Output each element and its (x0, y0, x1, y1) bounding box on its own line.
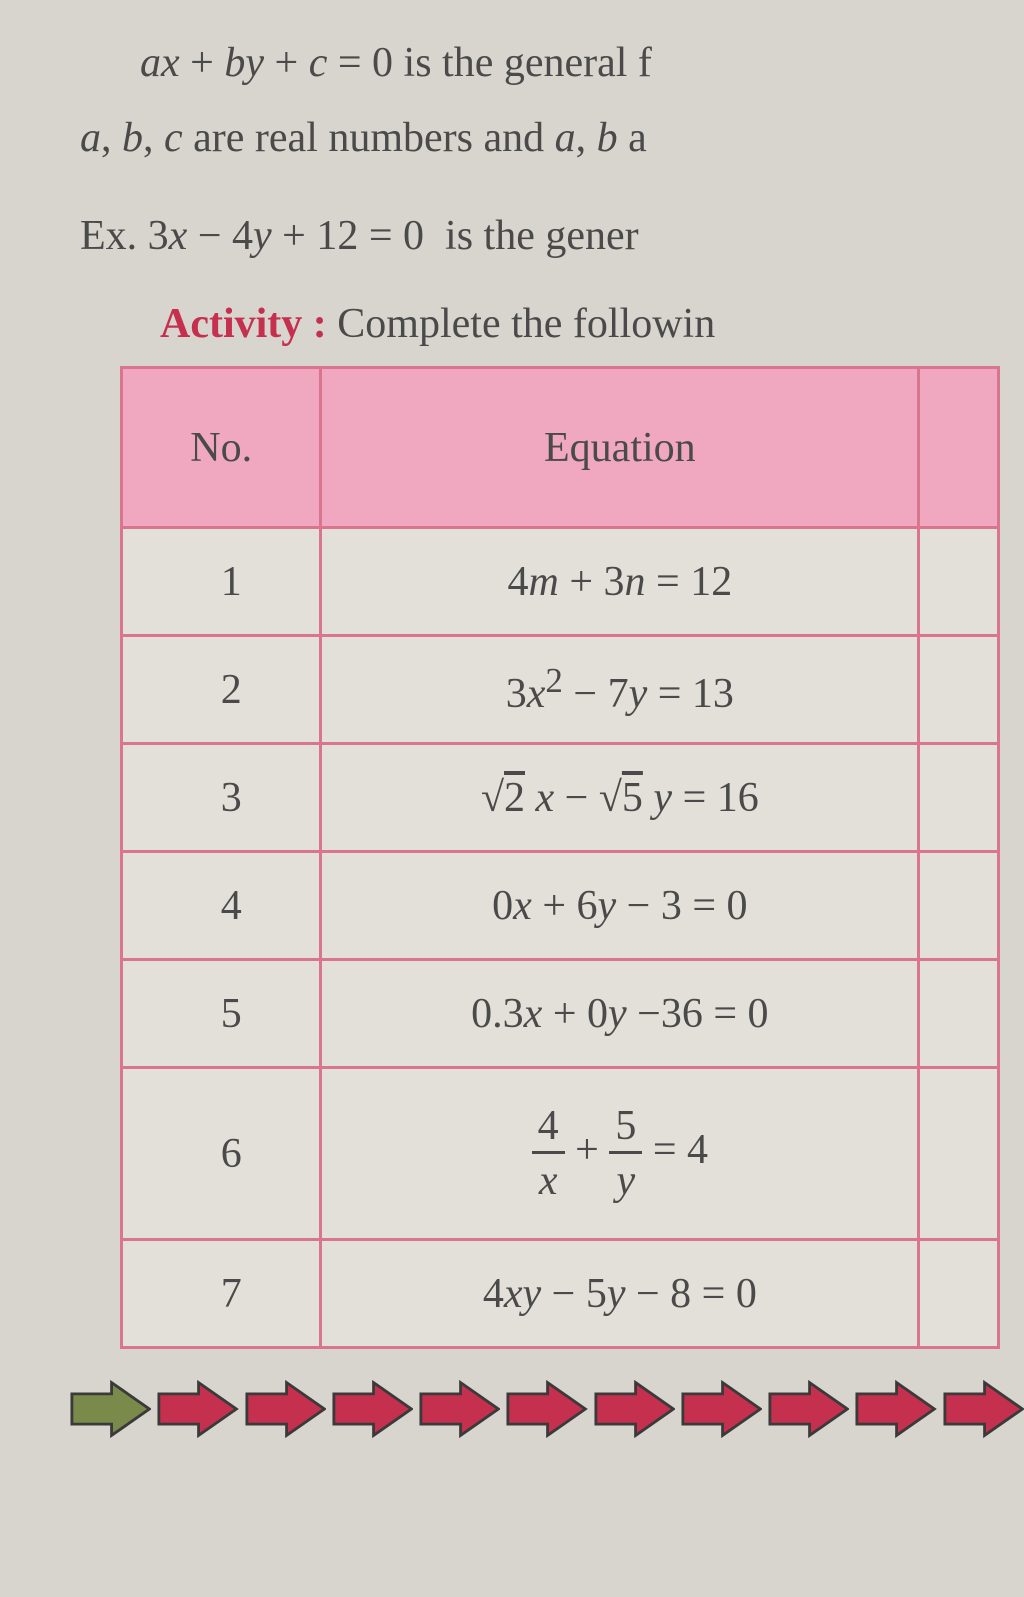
col-header-no: No. (122, 368, 321, 528)
cell-no: 3 (122, 744, 321, 852)
activity-label: Activity : (160, 301, 327, 347)
cell-no: 5 (122, 960, 321, 1068)
table-row: 23x2 − 7y = 13 (122, 636, 999, 744)
arrow-icon (855, 1379, 936, 1439)
table-row: 50.3x + 0y −36 = 0 (122, 960, 999, 1068)
cell-equation: 4m + 3n = 12 (321, 528, 919, 636)
arrow-icon (419, 1379, 500, 1439)
cell-equation: √2 x − √5 y = 16 (321, 744, 919, 852)
table-row: 40x + 6y − 3 = 0 (122, 852, 999, 960)
example-line: Ex. 3x − 4y + 12 = 0 is the gener (80, 212, 1024, 260)
cell-blank (919, 528, 999, 636)
col-header-equation: Equation (321, 368, 919, 528)
intro-line-1: ax + by + c = 0 is the general f (140, 30, 1024, 97)
table-row: 74xy − 5y − 8 = 0 (122, 1240, 999, 1348)
table-row: 64x + 5y = 4 (122, 1068, 999, 1240)
cell-blank (919, 1240, 999, 1348)
cell-equation: 0.3x + 0y −36 = 0 (321, 960, 919, 1068)
cell-blank (919, 960, 999, 1068)
cell-equation: 4x + 5y = 4 (321, 1068, 919, 1240)
arrow-icon (506, 1379, 587, 1439)
arrow-icon (943, 1379, 1024, 1439)
intro-line-2: a, b, c are real numbers and a, b a (80, 105, 1024, 172)
cell-equation: 3x2 − 7y = 13 (321, 636, 919, 744)
decorative-arrow-strip (70, 1379, 1024, 1439)
cell-equation: 0x + 6y − 3 = 0 (321, 852, 919, 960)
col-header-blank (919, 368, 999, 528)
table-header-row: No. Equation (122, 368, 999, 528)
equations-table: No. Equation 14m + 3n = 1223x2 − 7y = 13… (120, 366, 1000, 1349)
arrow-icon (681, 1379, 762, 1439)
cell-no: 2 (122, 636, 321, 744)
table-row: 3√2 x − √5 y = 16 (122, 744, 999, 852)
arrow-icon (70, 1379, 151, 1439)
cell-blank (919, 852, 999, 960)
activity-text: Complete the followin (327, 301, 715, 347)
cell-no: 6 (122, 1068, 321, 1240)
arrow-icon (245, 1379, 326, 1439)
cell-blank (919, 1068, 999, 1240)
arrow-icon (594, 1379, 675, 1439)
cell-no: 1 (122, 528, 321, 636)
cell-blank (919, 744, 999, 852)
cell-no: 4 (122, 852, 321, 960)
arrow-icon (332, 1379, 413, 1439)
cell-blank (919, 636, 999, 744)
cell-no: 7 (122, 1240, 321, 1348)
table-row: 14m + 3n = 12 (122, 528, 999, 636)
arrow-icon (157, 1379, 238, 1439)
activity-heading: Activity : Complete the followin (160, 300, 1024, 348)
cell-equation: 4xy − 5y − 8 = 0 (321, 1240, 919, 1348)
arrow-icon (768, 1379, 849, 1439)
